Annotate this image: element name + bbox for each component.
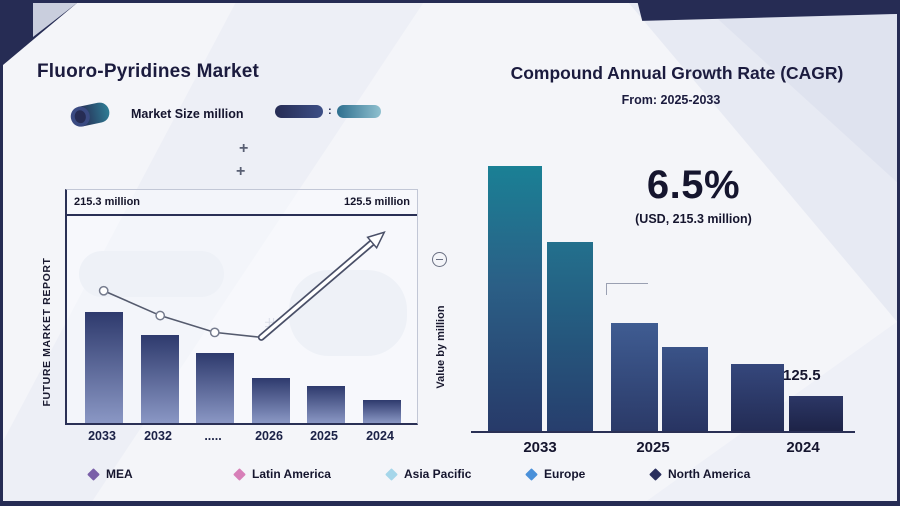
- market-size-chart: 215.3 million 125.5 million: [65, 189, 418, 425]
- value-label-2033: 215.3 million: [74, 196, 141, 208]
- x-tick: 2026: [255, 429, 283, 443]
- cagr-callout: 6.5% (USD, 215.3 million): [591, 163, 796, 226]
- cylinder-icon: [70, 102, 110, 127]
- x-tick: 2024: [786, 439, 820, 456]
- trend-line-and-arrow: [98, 231, 386, 341]
- pill-navy: [275, 105, 323, 118]
- pill-teal: [336, 105, 381, 118]
- plus-icon: +: [236, 163, 246, 180]
- cagr-title: Compound Annual Growth Rate (CAGR): [510, 63, 844, 83]
- x-tick: 2033: [523, 439, 557, 456]
- x-tick: .....: [204, 429, 222, 443]
- market-size-bar: [196, 353, 234, 423]
- market-size-legend: Market Size million: [69, 97, 244, 131]
- circle-minus-icon: [432, 252, 447, 267]
- cloud-shape: [289, 270, 407, 356]
- legend-item-latin-america: Latin America: [233, 467, 331, 481]
- x-tick: 2024: [366, 429, 394, 443]
- gauge-pills: :: [275, 105, 381, 118]
- x-tick: 2032: [144, 429, 172, 443]
- market-size-bar: [363, 400, 401, 423]
- diamond-icon: [525, 467, 538, 481]
- cagr-bar: [789, 395, 843, 431]
- chart-plot: [67, 218, 417, 423]
- cagr-chart: 125.5: [471, 161, 855, 433]
- x-tick: 2025: [636, 439, 670, 456]
- diamond-icon: [385, 467, 398, 481]
- cagr-bar: [488, 166, 542, 431]
- market-size-bar: [307, 386, 345, 423]
- cagr-bar: [547, 242, 593, 431]
- legend-label: Market Size million: [131, 107, 244, 121]
- chart-header: 215.3 million 125.5 million: [67, 190, 417, 216]
- market-size-bar: [252, 377, 290, 423]
- x-tick: 2025: [310, 429, 338, 443]
- right-y-axis-label: Value by million: [435, 305, 447, 389]
- plus-icon: +: [239, 140, 249, 157]
- pill-divider: :: [328, 105, 332, 117]
- step-annotation: [606, 283, 648, 295]
- market-size-bar: [141, 334, 179, 423]
- legend-item-europe: Europe: [525, 467, 585, 481]
- value-label-2024: 125.5 million: [343, 196, 410, 208]
- legend-item-asia-pacific: Asia Pacific: [385, 467, 471, 481]
- market-size-bar: [85, 312, 123, 423]
- legend-item-mea: MEA: [87, 467, 133, 481]
- cagr-bar: [662, 347, 708, 431]
- diamond-icon: [87, 467, 100, 481]
- diamond-icon: [233, 467, 246, 481]
- cagr-value: 6.5%: [646, 163, 741, 207]
- x-tick: 2033: [88, 429, 116, 443]
- cagr-bar: [731, 363, 784, 431]
- left-x-axis: 2033 2032 ..... 2026 2025 2024: [65, 429, 418, 447]
- vertical-watermark: FUTURE MARKET REPORT: [41, 257, 53, 407]
- diamond-icon: [649, 467, 662, 481]
- left-chart-title: Fluoro-Pyridines Market: [37, 61, 260, 82]
- region-legend: MEA Latin America Asia Pacific Europe No…: [3, 467, 897, 489]
- legend-item-north-america: North America: [649, 467, 750, 481]
- cagr-bar: [611, 323, 658, 431]
- cagr-subtitle: From: 2025-2033: [621, 93, 721, 107]
- cagr-note: (USD, 215.3 million): [635, 212, 752, 226]
- value-label-125-5: 125.5: [783, 367, 821, 384]
